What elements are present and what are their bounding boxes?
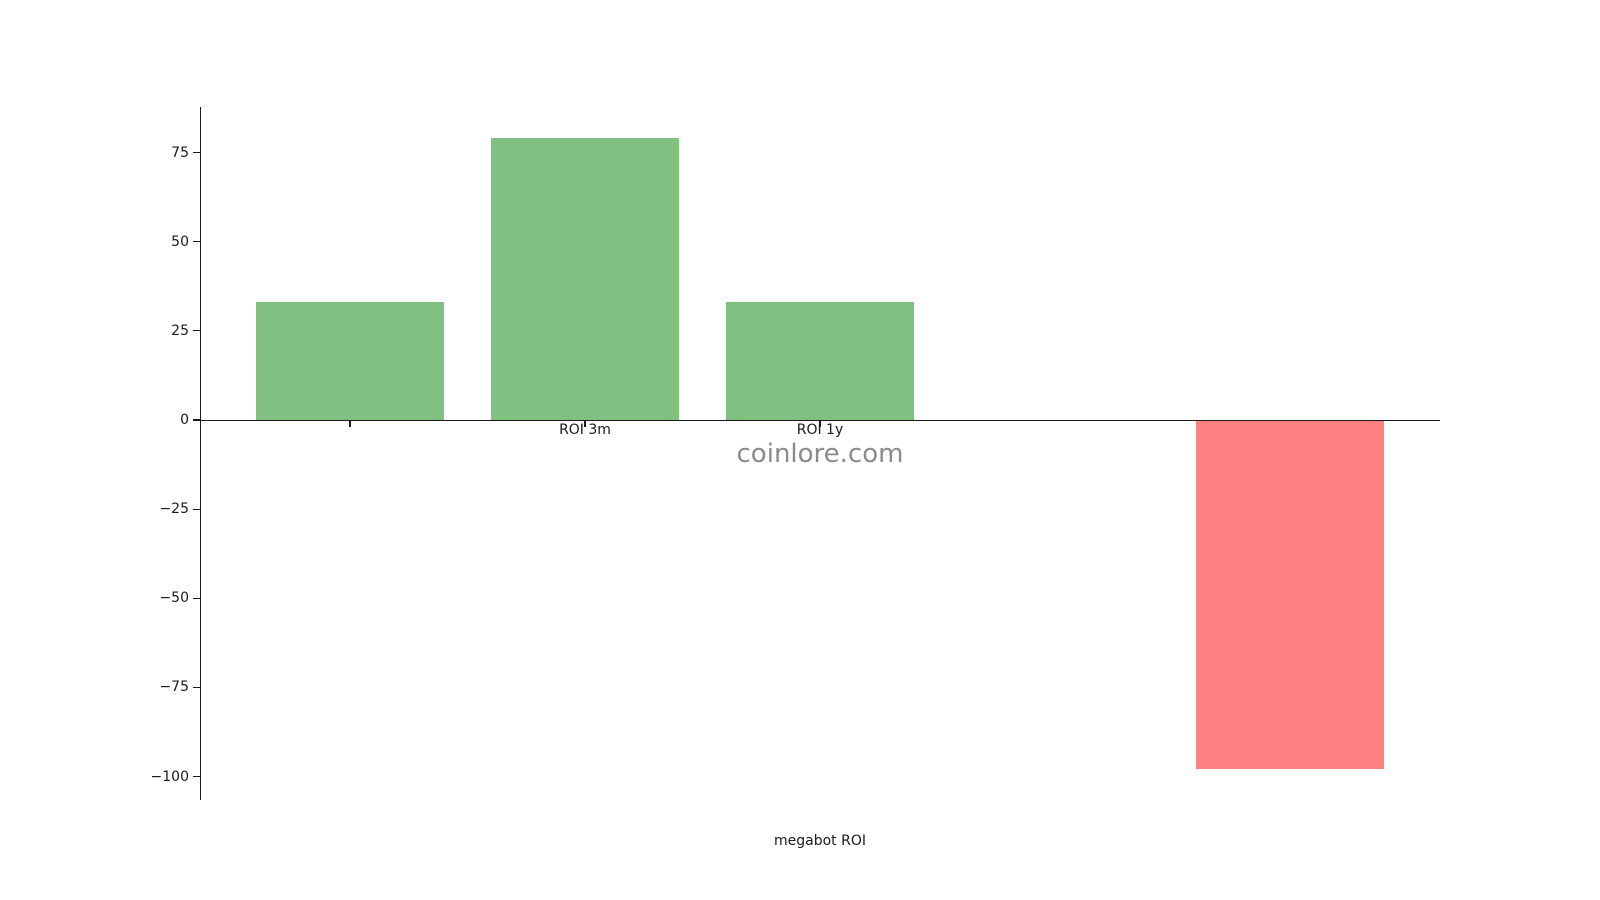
y-tick-label: 25 — [171, 322, 189, 339]
y-tick-label: −50 — [159, 590, 189, 607]
x-axis-line — [200, 419, 1440, 421]
x-tick-label: ROI 1y — [796, 422, 844, 438]
bar — [256, 302, 444, 420]
chart-xlabel: megabot ROI — [774, 833, 866, 849]
y-tick-label: 0 — [180, 412, 189, 428]
y-tick-label: −25 — [159, 501, 189, 518]
x-tick-label: ROI 3m — [559, 422, 611, 438]
bar-roi-1y — [726, 302, 914, 420]
x-tick-mark — [349, 420, 351, 427]
y-tick-mark — [193, 686, 200, 688]
y-tick-mark — [193, 152, 200, 154]
y-axis-line — [200, 107, 202, 800]
y-tick-mark — [193, 419, 200, 421]
watermark-text: coinlore.com — [736, 438, 904, 469]
y-tick-label: −75 — [159, 679, 189, 696]
y-tick-label: 75 — [171, 144, 189, 161]
y-tick-mark — [193, 330, 200, 332]
bar-roi-3m — [491, 138, 679, 420]
x-tick-mark — [584, 420, 586, 427]
bar — [1196, 420, 1384, 770]
x-tick-mark — [819, 420, 821, 427]
y-tick-mark — [193, 241, 200, 243]
y-tick-mark — [193, 597, 200, 599]
y-tick-label: 50 — [171, 233, 189, 250]
y-tick-label: −100 — [150, 768, 189, 785]
y-tick-mark — [193, 508, 200, 510]
y-tick-mark — [193, 775, 200, 778]
